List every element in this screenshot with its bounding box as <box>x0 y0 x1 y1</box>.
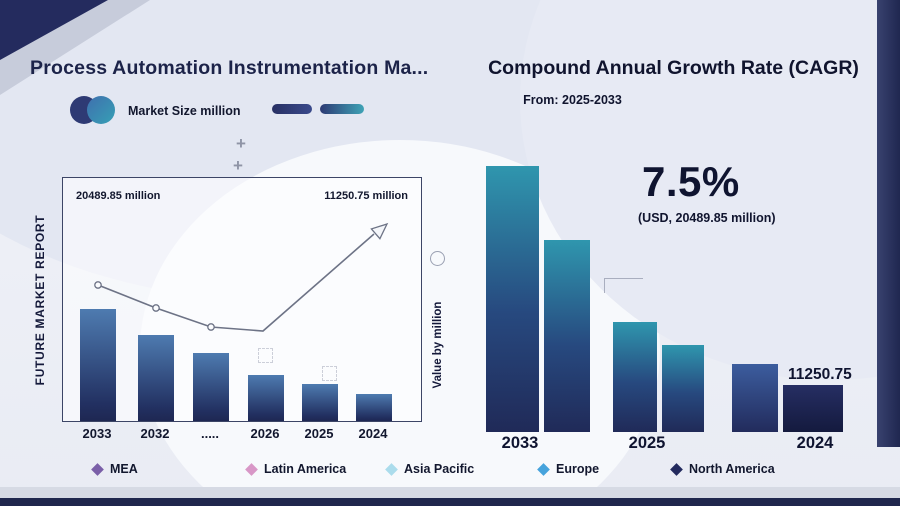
cagr-title: Compound Annual Growth Rate (CAGR) <box>488 57 859 79</box>
legend-diamond-icon <box>670 463 683 476</box>
bottom-gray-band <box>0 487 900 498</box>
cagr-value: 7.5% <box>642 158 740 205</box>
legend-pill-dark <box>272 104 312 114</box>
cagr-bar <box>662 345 704 432</box>
market-title: Process Automation Instrumentation Ma... <box>30 57 429 79</box>
legend-label: Europe <box>556 462 600 476</box>
market-size-bar-..... <box>193 353 229 421</box>
plus-decoration: + <box>233 156 243 175</box>
year-label: 2024 <box>796 434 834 452</box>
cagr-bar <box>544 240 590 432</box>
cagr-bar <box>486 166 539 432</box>
legend-label: Latin America <box>264 462 347 476</box>
legend-diamond-icon <box>91 463 104 476</box>
cagr-bar <box>732 364 778 432</box>
square-decoration <box>258 348 273 363</box>
cagr-bar <box>783 385 843 432</box>
market-size-bars <box>63 178 421 421</box>
min-value-label: 11250.75 million <box>324 190 408 202</box>
year-label: 2032 <box>140 426 170 441</box>
market-size-bar-2033 <box>80 309 116 421</box>
value-callout: 11250.75 <box>788 366 852 383</box>
market-size-bar-2025 <box>302 384 338 421</box>
legend-label: MEA <box>110 462 138 476</box>
market-size-bar-2032 <box>138 335 174 421</box>
cagr-usd-note: (USD, 20489.85 million) <box>638 211 776 225</box>
region-legend: MEA Latin America Asia Pacific Europe North … <box>0 460 900 484</box>
trend-line-arrow <box>94 222 389 332</box>
legend-diamond-icon <box>245 463 258 476</box>
bracket-decoration <box>604 278 643 293</box>
pie-legend-icon <box>87 96 115 124</box>
year-label: ..... <box>200 426 220 441</box>
legend-diamond-icon <box>537 463 550 476</box>
year-label: 2033 <box>501 434 539 452</box>
year-label: 2025 <box>304 426 334 441</box>
legend-label: Asia Pacific <box>404 462 475 476</box>
market-size-chart: 20489.85 million 11250.75 million <box>62 177 422 422</box>
cagr-bar <box>613 322 657 432</box>
square-decoration <box>322 366 337 381</box>
value-axis-label: Value by million <box>432 301 444 389</box>
bottom-navy-band <box>0 498 900 506</box>
legend-diamond-icon <box>385 463 398 476</box>
plus-decoration: + <box>236 134 246 153</box>
right-edge-bar <box>877 0 900 447</box>
future-market-report-label: FUTURE MARKET REPORT <box>33 214 47 386</box>
year-label: 2025 <box>628 434 666 452</box>
legend-label: North America <box>689 462 775 476</box>
cagr-period: From: 2025-2033 <box>523 93 622 107</box>
year-label: 2024 <box>358 426 388 441</box>
market-size-legend-label: Market Size million <box>128 104 241 118</box>
max-value-label: 20489.85 million <box>76 190 161 202</box>
market-size-bar-2026 <box>248 375 284 421</box>
year-label: 2026 <box>250 426 280 441</box>
legend-pill-gradient <box>320 104 364 114</box>
market-size-bar-2024 <box>356 394 392 421</box>
year-label: 2033 <box>82 426 112 441</box>
circle-decoration <box>430 251 445 266</box>
